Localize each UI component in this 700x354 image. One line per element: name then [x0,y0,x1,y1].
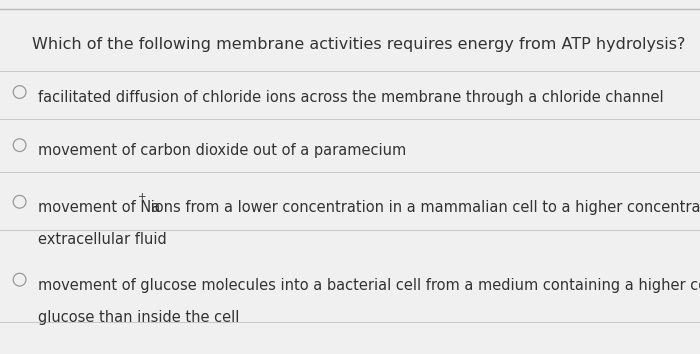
Text: movement of carbon dioxide out of a paramecium: movement of carbon dioxide out of a para… [38,143,407,158]
Text: glucose than inside the cell: glucose than inside the cell [38,310,240,325]
Text: movement of glucose molecules into a bacterial cell from a medium containing a h: movement of glucose molecules into a bac… [38,278,700,293]
Text: Which of the following membrane activities requires energy from ATP hydrolysis?: Which of the following membrane activiti… [32,37,685,52]
Text: +: + [137,192,146,202]
Text: ions from a lower concentration in a mammalian cell to a higher concentration in: ions from a lower concentration in a mam… [146,200,700,215]
Text: facilitated diffusion of chloride ions across the membrane through a chloride ch: facilitated diffusion of chloride ions a… [38,90,664,105]
Text: extracellular fluid: extracellular fluid [38,232,167,247]
Text: movement of Na: movement of Na [38,200,161,215]
